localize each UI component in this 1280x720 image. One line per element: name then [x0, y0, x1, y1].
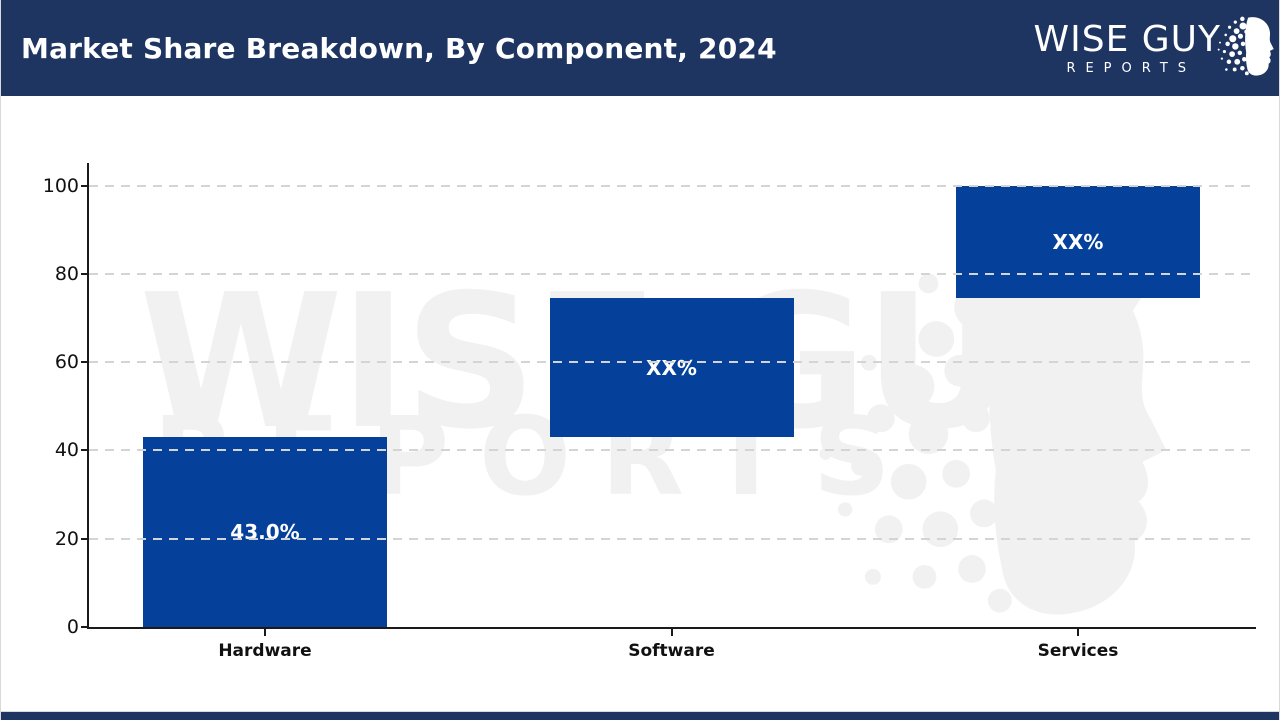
x-axis-tick	[1077, 629, 1079, 636]
brand-tagline: REPORTS	[1066, 60, 1197, 76]
bar: XX%	[956, 185, 1200, 299]
bottom-divider	[1, 711, 1279, 712]
bar: 43.0%	[143, 437, 387, 627]
y-tick-label: 80	[54, 262, 79, 285]
dotted-head-logo-icon	[1217, 16, 1274, 76]
x-axis-tick	[264, 629, 266, 636]
gridline	[89, 449, 1254, 452]
gridline	[89, 184, 1254, 187]
y-axis-tick	[81, 537, 89, 540]
y-axis-tick	[81, 626, 89, 628]
x-axis-label: Services	[1037, 641, 1119, 661]
bar-value-label: 43.0%	[230, 520, 300, 545]
gridline	[89, 361, 1254, 364]
y-axis-tick	[81, 361, 89, 364]
bar-value-label: XX%	[646, 355, 697, 380]
page-title: Market Share Breakdown, By Component, 20…	[21, 31, 777, 65]
x-axis-label: Software	[628, 641, 715, 661]
footer-band	[1, 712, 1279, 720]
y-tick-label: 60	[54, 351, 79, 374]
bar-value-label: XX%	[1052, 229, 1104, 254]
watermark-head-icon	[819, 249, 1167, 615]
y-tick-label: 0	[66, 616, 79, 638]
y-axis-tick	[81, 272, 89, 275]
brand-name: WISE GUY	[1033, 18, 1221, 60]
brand-logo: WISE GUY REPORTS	[1034, 0, 1276, 96]
y-axis	[87, 163, 89, 629]
y-axis-tick	[81, 449, 89, 452]
y-tick-label: 40	[54, 439, 79, 462]
x-axis-tick	[670, 629, 673, 636]
y-axis-tick	[81, 184, 89, 187]
y-tick-label: 20	[54, 527, 79, 550]
brand-text: WISE GUY REPORTS	[1033, 18, 1222, 76]
bar: XX%	[549, 298, 794, 438]
gridline	[89, 272, 1254, 275]
x-axis	[87, 627, 1256, 629]
header-band: Market Share Breakdown, By Component, 20…	[1, 0, 1279, 96]
gridline	[89, 537, 1254, 540]
y-tick-label: 100	[42, 174, 79, 197]
x-axis-label: Hardware	[218, 641, 312, 661]
